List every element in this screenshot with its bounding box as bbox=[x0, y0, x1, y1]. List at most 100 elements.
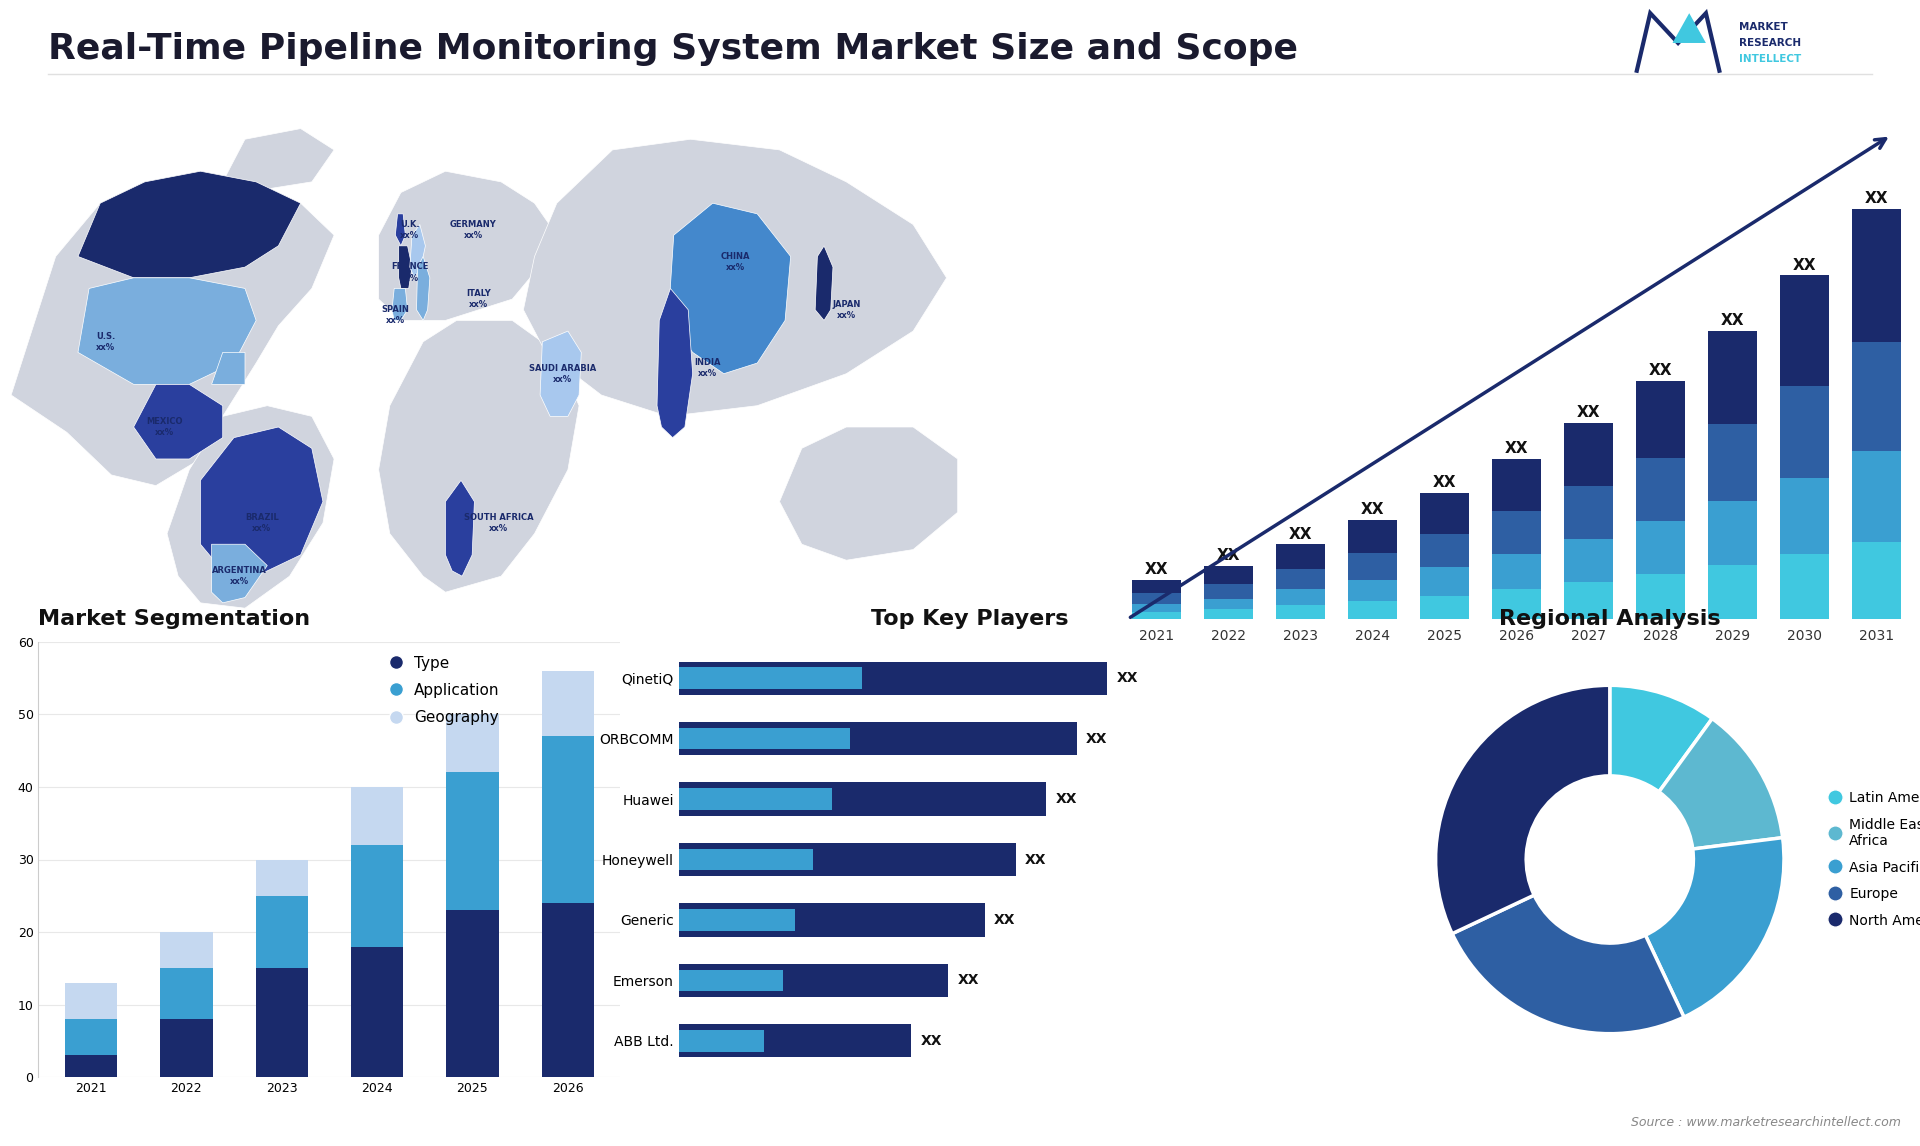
Bar bbox=[65, 1019, 117, 1055]
Polygon shape bbox=[79, 171, 301, 277]
Text: SAUDI ARABIA
xx%: SAUDI ARABIA xx% bbox=[528, 363, 595, 384]
Bar bbox=[1492, 589, 1542, 619]
Polygon shape bbox=[211, 544, 267, 603]
Bar bbox=[1492, 460, 1542, 511]
Polygon shape bbox=[12, 171, 334, 486]
Text: XX: XX bbox=[1432, 476, 1457, 490]
Polygon shape bbox=[524, 140, 947, 416]
Bar bbox=[678, 903, 985, 936]
Bar bbox=[445, 910, 499, 1077]
Polygon shape bbox=[79, 277, 255, 384]
Wedge shape bbox=[1609, 685, 1713, 792]
Bar bbox=[541, 903, 593, 1077]
Polygon shape bbox=[392, 289, 407, 321]
Text: SOUTH AFRICA
xx%: SOUTH AFRICA xx% bbox=[465, 513, 534, 533]
Text: INTELLECT: INTELLECT bbox=[1740, 54, 1801, 64]
Wedge shape bbox=[1645, 838, 1784, 1018]
Polygon shape bbox=[409, 225, 426, 277]
Bar bbox=[351, 787, 403, 845]
Bar bbox=[1348, 552, 1398, 580]
Text: ITALY
xx%: ITALY xx% bbox=[467, 289, 492, 309]
Bar bbox=[1780, 275, 1830, 386]
Bar bbox=[678, 842, 1016, 877]
Text: XX: XX bbox=[1505, 441, 1528, 456]
Bar bbox=[678, 909, 795, 931]
Bar bbox=[1565, 423, 1613, 486]
Polygon shape bbox=[223, 128, 334, 193]
Text: XX: XX bbox=[1288, 527, 1313, 542]
Bar bbox=[1565, 582, 1613, 619]
Polygon shape bbox=[396, 214, 405, 246]
Bar bbox=[351, 845, 403, 947]
Text: Source : www.marketresearchintellect.com: Source : www.marketresearchintellect.com bbox=[1630, 1116, 1901, 1129]
Bar bbox=[1133, 604, 1181, 612]
Bar bbox=[1636, 458, 1686, 521]
Bar bbox=[1565, 486, 1613, 539]
Bar bbox=[1780, 478, 1830, 554]
Bar bbox=[255, 896, 307, 968]
Text: Real-Time Pipeline Monitoring System Market Size and Scope: Real-Time Pipeline Monitoring System Mar… bbox=[48, 32, 1298, 66]
Polygon shape bbox=[200, 427, 323, 576]
Bar bbox=[678, 728, 851, 749]
Bar bbox=[1204, 583, 1254, 598]
Bar bbox=[1709, 424, 1757, 501]
Bar bbox=[255, 968, 307, 1077]
Text: XX: XX bbox=[1576, 405, 1601, 419]
Bar bbox=[1133, 580, 1181, 594]
Bar bbox=[1565, 539, 1613, 582]
Text: CANADA
xx%: CANADA xx% bbox=[175, 236, 215, 256]
Bar bbox=[159, 1019, 213, 1077]
Polygon shape bbox=[417, 257, 430, 321]
Bar bbox=[1277, 544, 1325, 568]
Text: XX: XX bbox=[1144, 562, 1169, 576]
Text: FRANCE
xx%: FRANCE xx% bbox=[392, 262, 428, 283]
Text: XX: XX bbox=[1361, 502, 1384, 517]
Text: XX: XX bbox=[1056, 792, 1077, 806]
Text: ARGENTINA
xx%: ARGENTINA xx% bbox=[211, 566, 267, 587]
Bar bbox=[1636, 574, 1686, 619]
Text: XX: XX bbox=[995, 913, 1016, 927]
Text: MARKET: MARKET bbox=[1740, 22, 1788, 32]
Bar bbox=[445, 772, 499, 910]
Bar bbox=[1709, 565, 1757, 619]
Bar bbox=[1421, 493, 1469, 534]
Bar bbox=[1421, 534, 1469, 567]
Wedge shape bbox=[1659, 719, 1782, 849]
Bar bbox=[541, 670, 593, 736]
Polygon shape bbox=[378, 171, 557, 321]
Wedge shape bbox=[1452, 895, 1684, 1034]
Text: SPAIN
xx%: SPAIN xx% bbox=[382, 305, 409, 325]
Text: INDIA
xx%: INDIA xx% bbox=[693, 359, 720, 378]
Text: U.K.
xx%: U.K. xx% bbox=[399, 220, 420, 240]
Bar bbox=[1709, 501, 1757, 565]
Title: Top Key Players: Top Key Players bbox=[872, 609, 1068, 629]
Bar bbox=[1853, 342, 1901, 452]
Text: MEXICO
xx%: MEXICO xx% bbox=[146, 417, 182, 437]
Bar bbox=[1709, 331, 1757, 424]
Text: XX: XX bbox=[1720, 313, 1745, 328]
Bar bbox=[1277, 568, 1325, 589]
Bar bbox=[1133, 594, 1181, 604]
Text: XX: XX bbox=[958, 973, 979, 988]
Polygon shape bbox=[211, 353, 246, 384]
Bar bbox=[678, 667, 862, 689]
Bar bbox=[159, 968, 213, 1019]
Bar bbox=[678, 970, 783, 991]
Bar bbox=[445, 714, 499, 772]
Text: BRAZIL
xx%: BRAZIL xx% bbox=[246, 513, 278, 533]
Legend: Latin America, Middle East &
Africa, Asia Pacific, Europe, North America: Latin America, Middle East & Africa, Asi… bbox=[1826, 786, 1920, 933]
Bar bbox=[65, 1055, 117, 1077]
Bar bbox=[1492, 511, 1542, 554]
Polygon shape bbox=[780, 427, 958, 560]
Bar bbox=[678, 788, 831, 810]
Bar bbox=[1853, 452, 1901, 542]
Polygon shape bbox=[657, 289, 693, 438]
Text: XX: XX bbox=[1117, 672, 1139, 685]
Bar bbox=[678, 1030, 764, 1052]
Bar bbox=[1348, 580, 1398, 602]
Wedge shape bbox=[1436, 685, 1609, 934]
Text: JAPAN
xx%: JAPAN xx% bbox=[831, 300, 860, 320]
Text: XX: XX bbox=[1025, 853, 1046, 866]
Bar bbox=[1421, 596, 1469, 619]
Title: Regional Analysis: Regional Analysis bbox=[1500, 609, 1720, 629]
